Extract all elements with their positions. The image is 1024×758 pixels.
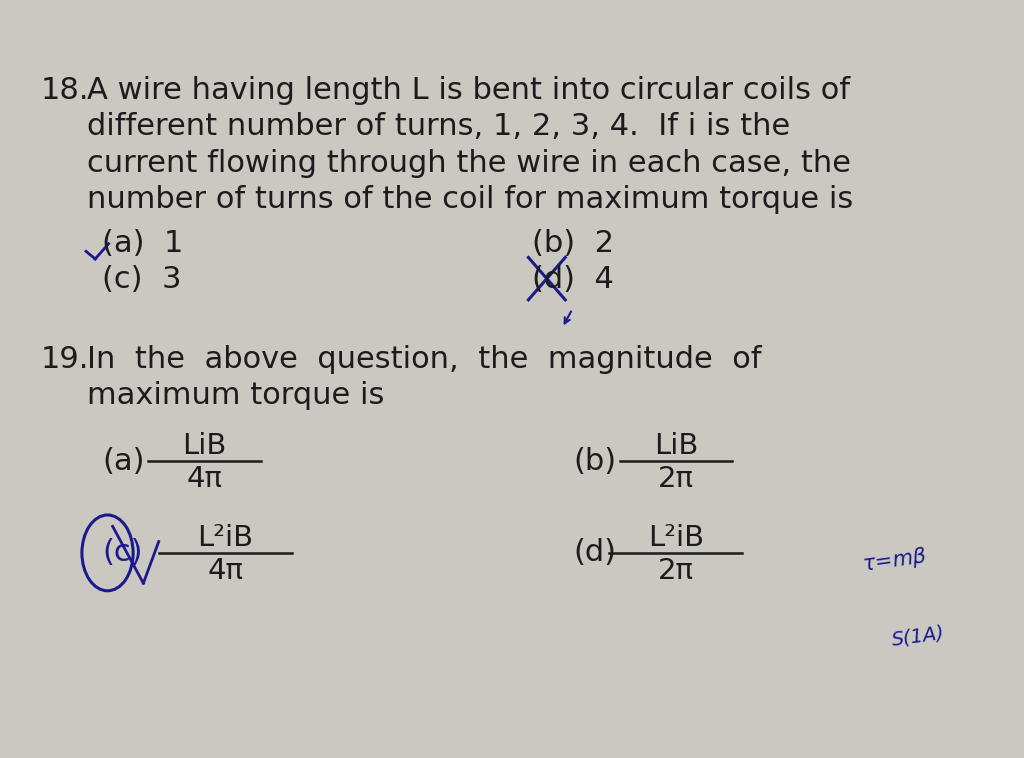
Text: 2π: 2π	[657, 556, 694, 584]
Text: 19.: 19.	[41, 345, 89, 374]
Text: (d): (d)	[573, 538, 616, 568]
Text: 4π: 4π	[207, 556, 244, 584]
Text: LiB: LiB	[653, 432, 698, 460]
Text: S(1A): S(1A)	[891, 624, 946, 650]
Text: 2π: 2π	[657, 465, 694, 493]
Text: In  the  above  question,  the  magnitude  of: In the above question, the magnitude of	[87, 345, 762, 374]
Text: A wire having length L is bent into circular coils of: A wire having length L is bent into circ…	[87, 76, 850, 105]
Text: L²iB: L²iB	[198, 524, 253, 552]
Text: $\tau$=m$\beta$: $\tau$=m$\beta$	[860, 544, 928, 578]
Text: 4π: 4π	[186, 465, 223, 493]
Text: (a)  1: (a) 1	[102, 229, 183, 258]
Text: (c): (c)	[102, 538, 143, 568]
Text: different number of turns, 1, 2, 3, 4.  If i is the: different number of turns, 1, 2, 3, 4. I…	[87, 112, 791, 141]
Text: (b)  2: (b) 2	[532, 229, 614, 258]
Text: maximum torque is: maximum torque is	[87, 381, 384, 410]
Text: (d)  4: (d) 4	[532, 265, 614, 294]
Text: (b): (b)	[573, 446, 616, 476]
Text: (a): (a)	[102, 446, 145, 476]
Text: (c)  3: (c) 3	[102, 265, 182, 294]
Text: L²iB: L²iB	[648, 524, 703, 552]
Text: number of turns of the coil for maximum torque is: number of turns of the coil for maximum …	[87, 185, 853, 214]
Text: LiB: LiB	[182, 432, 227, 460]
Text: 18.: 18.	[41, 76, 89, 105]
Text: current flowing through the wire in each case, the: current flowing through the wire in each…	[87, 149, 851, 177]
